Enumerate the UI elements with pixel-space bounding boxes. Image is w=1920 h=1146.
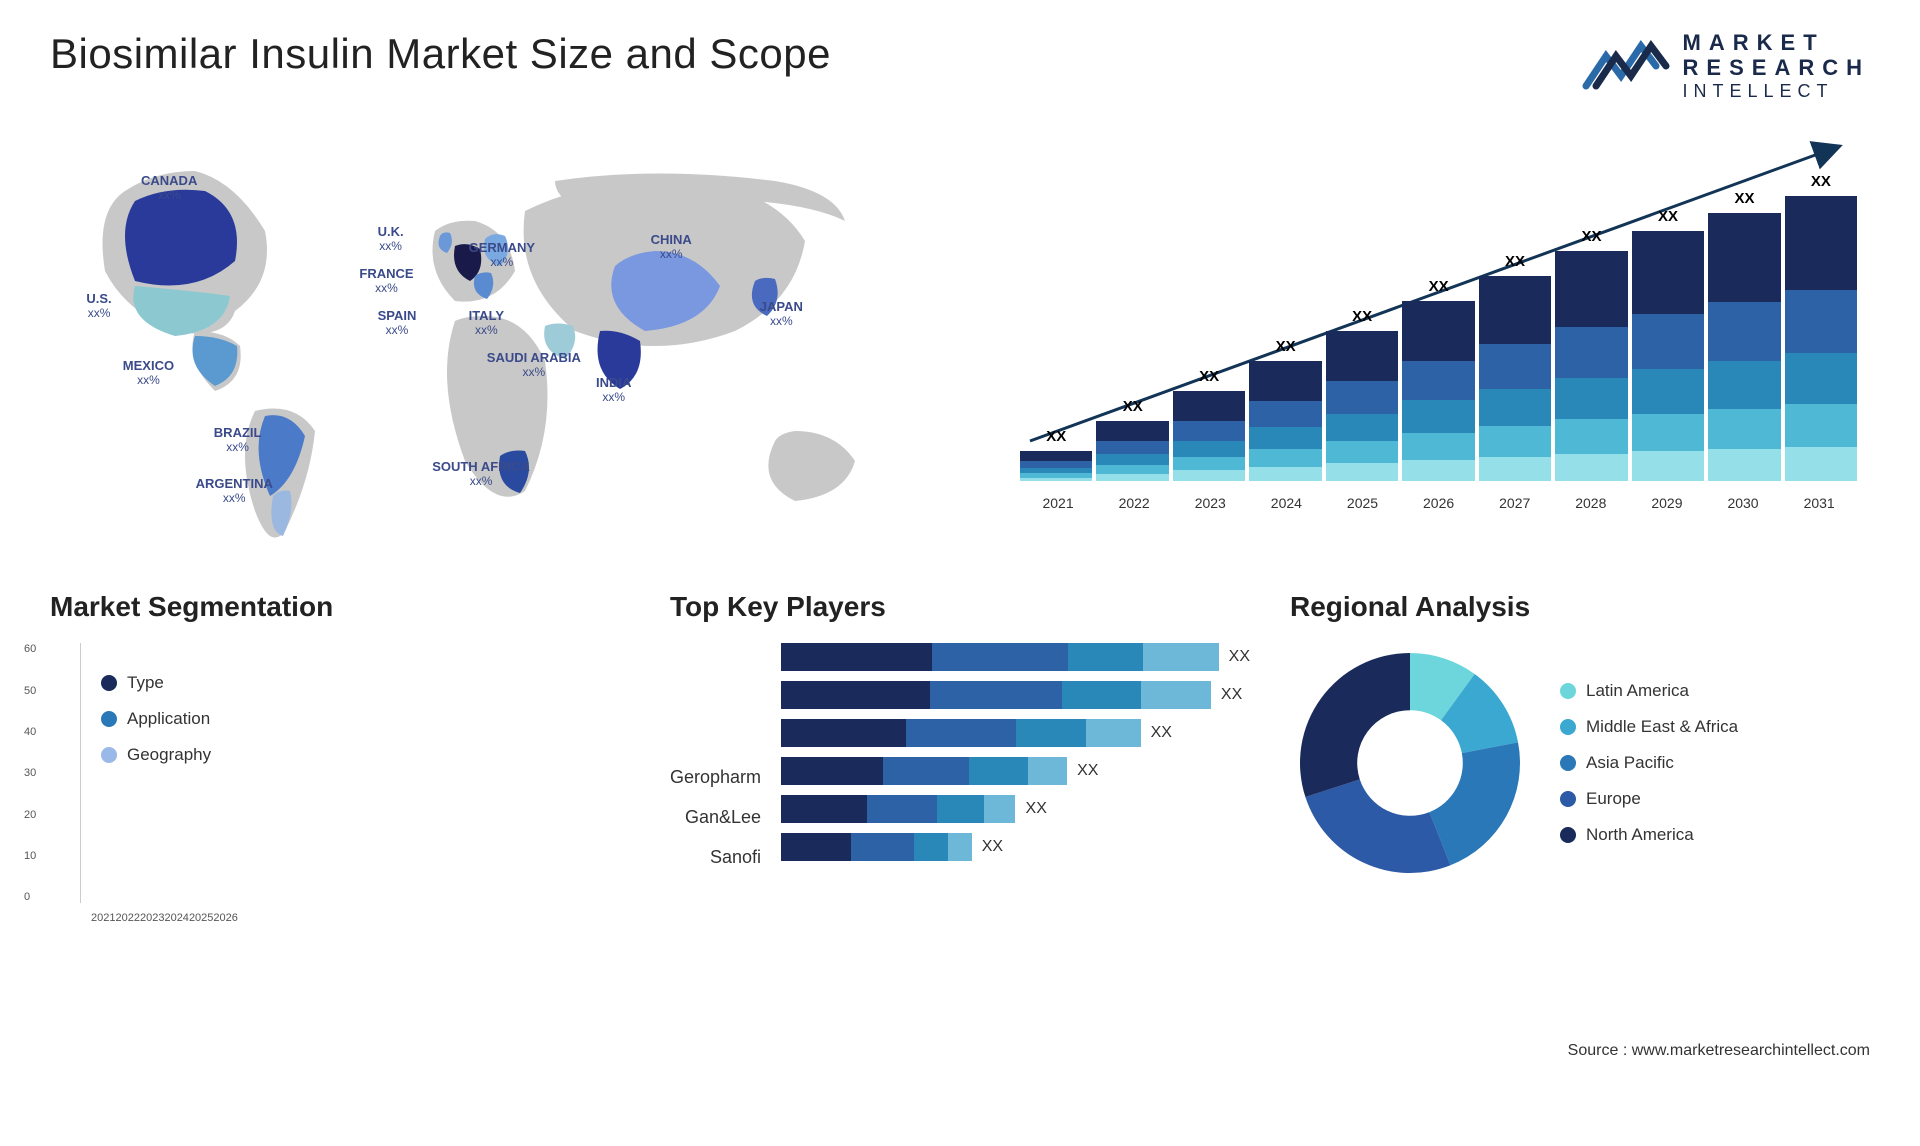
page-title: Biosimilar Insulin Market Size and Scope — [50, 30, 831, 78]
growth-bar-value: XX — [1582, 228, 1602, 245]
map-label-uk: U.K.xx% — [378, 224, 404, 253]
regional-legend-item: Europe — [1560, 789, 1738, 809]
map-label-italy: ITALYxx% — [469, 308, 504, 337]
seg-plot: 202120222023202420252026 — [80, 643, 81, 903]
map-label-saudiarabia: SAUDI ARABIAxx% — [487, 350, 581, 379]
growth-bar-value: XX — [1046, 428, 1066, 445]
donut-chart — [1290, 643, 1530, 883]
player-bar-1: XX — [781, 681, 1250, 709]
map-label-india: INDIAxx% — [596, 375, 631, 404]
growth-year-label: 2029 — [1629, 495, 1705, 511]
growth-year-label: 2027 — [1477, 495, 1553, 511]
logo: MARKET RESEARCH INTELLECT — [1581, 30, 1870, 101]
growth-bar-value: XX — [1123, 398, 1143, 415]
growth-bar-value: XX — [1352, 308, 1372, 325]
growth-bar-value: XX — [1505, 253, 1525, 270]
growth-bar-2027: XX — [1479, 253, 1551, 481]
players-panel: Top Key Players GeropharmGan&LeeSanofi X… — [670, 591, 1250, 903]
map-label-japan: JAPANxx% — [760, 299, 803, 328]
growth-bar-2023: XX — [1173, 368, 1245, 481]
growth-year-label: 2030 — [1705, 495, 1781, 511]
regional-legend-item: Asia Pacific — [1560, 753, 1738, 773]
player-bar-2: XX — [781, 719, 1250, 747]
top-row: CANADAxx% U.S.xx% MEXICOxx% BRAZILxx% ARGENT… — [50, 131, 1870, 551]
growth-bar-value: XX — [1276, 338, 1296, 355]
player-bar-5: XX — [781, 833, 1250, 861]
growth-bar-2029: XX — [1632, 208, 1704, 481]
map-label-germany: GERMANYxx% — [469, 240, 535, 269]
source-attribution: Source : www.marketresearchintellect.com — [1568, 1042, 1870, 1060]
growth-chart: XXXXXXXXXXXXXXXXXXXXXX 20212022202320242… — [1020, 131, 1857, 511]
growth-bar-value: XX — [1811, 173, 1831, 190]
growth-year-label: 2023 — [1172, 495, 1248, 511]
growth-bar-2026: XX — [1402, 278, 1474, 481]
seg-legend-item: Type — [101, 673, 211, 693]
regional-legend-item: North America — [1560, 825, 1738, 845]
growth-bar-2025: XX — [1326, 308, 1398, 481]
growth-bar-value: XX — [1734, 190, 1754, 207]
growth-bar-value: XX — [1658, 208, 1678, 225]
regional-title: Regional Analysis — [1290, 591, 1870, 623]
growth-year-label: 2025 — [1324, 495, 1400, 511]
seg-legend-item: Application — [101, 709, 211, 729]
growth-year-label: 2024 — [1248, 495, 1324, 511]
map-label-argentina: ARGENTINAxx% — [196, 476, 273, 505]
growth-bar-2028: XX — [1555, 228, 1627, 481]
map-label-china: CHINAxx% — [651, 232, 692, 261]
map-label-southafrica: SOUTH AFRICAxx% — [432, 459, 530, 488]
seg-legend-item: Geography — [101, 745, 211, 765]
players-title: Top Key Players — [670, 591, 1250, 623]
world-map-section: CANADAxx% U.S.xx% MEXICOxx% BRAZILxx% ARGENT… — [50, 131, 960, 551]
growth-bar-2024: XX — [1249, 338, 1321, 481]
segmentation-title: Market Segmentation — [50, 591, 630, 623]
seg-legend: Type Application Geography — [101, 643, 211, 903]
regional-panel: Regional Analysis Latin America Middle Ea… — [1290, 591, 1870, 903]
growth-bar-2031: XX — [1785, 173, 1857, 481]
segmentation-panel: Market Segmentation 6050403020100 202120… — [50, 591, 630, 903]
growth-bar-2030: XX — [1708, 190, 1780, 481]
world-map: CANADAxx% U.S.xx% MEXICOxx% BRAZILxx% ARGENT… — [50, 131, 960, 551]
player-bar-4: XX — [781, 795, 1250, 823]
header: Biosimilar Insulin Market Size and Scope… — [50, 30, 1870, 101]
regional-legend-item: Middle East & Africa — [1560, 717, 1738, 737]
growth-year-label: 2022 — [1096, 495, 1172, 511]
growth-bar-value: XX — [1199, 368, 1219, 385]
players-chart: GeropharmGan&LeeSanofi XX XX XX XX XX XX — [670, 643, 1250, 873]
logo-text: MARKET RESEARCH INTELLECT — [1683, 30, 1870, 101]
segmentation-chart: 6050403020100 202120222023202420252026 T… — [50, 643, 630, 903]
regional-legend-item: Latin America — [1560, 681, 1738, 701]
player-bar-3: XX — [781, 757, 1250, 785]
regional-chart: Latin America Middle East & Africa Asia Pa… — [1290, 643, 1870, 883]
logo-icon — [1581, 36, 1671, 96]
growth-bar-2021: XX — [1020, 428, 1092, 481]
map-label-spain: SPAINxx% — [378, 308, 417, 337]
growth-year-label: 2028 — [1553, 495, 1629, 511]
players-labels: GeropharmGan&LeeSanofi — [670, 643, 761, 873]
map-label-brazil: BRAZILxx% — [214, 425, 262, 454]
growth-years: 2021202220232024202520262027202820292030… — [1020, 495, 1857, 511]
players-bars: XX XX XX XX XX XX — [781, 643, 1250, 873]
growth-chart-section: XXXXXXXXXXXXXXXXXXXXXX 20212022202320242… — [1020, 131, 1857, 551]
map-label-us: U.S.xx% — [86, 291, 111, 320]
seg-y-axis: 6050403020100 — [24, 643, 36, 903]
map-label-france: FRANCExx% — [359, 266, 413, 295]
growth-bar-value: XX — [1429, 278, 1449, 295]
growth-year-label: 2026 — [1401, 495, 1477, 511]
map-label-canada: CANADAxx% — [141, 173, 197, 202]
growth-year-label: 2021 — [1020, 495, 1096, 511]
bottom-row: Market Segmentation 6050403020100 202120… — [50, 591, 1870, 903]
player-bar-0: XX — [781, 643, 1250, 671]
map-label-mexico: MEXICOxx% — [123, 358, 174, 387]
donut-legend: Latin America Middle East & Africa Asia Pa… — [1560, 681, 1738, 845]
growth-year-label: 2031 — [1781, 495, 1857, 511]
growth-bars: XXXXXXXXXXXXXXXXXXXXXX — [1020, 181, 1857, 481]
growth-bar-2022: XX — [1096, 398, 1168, 481]
